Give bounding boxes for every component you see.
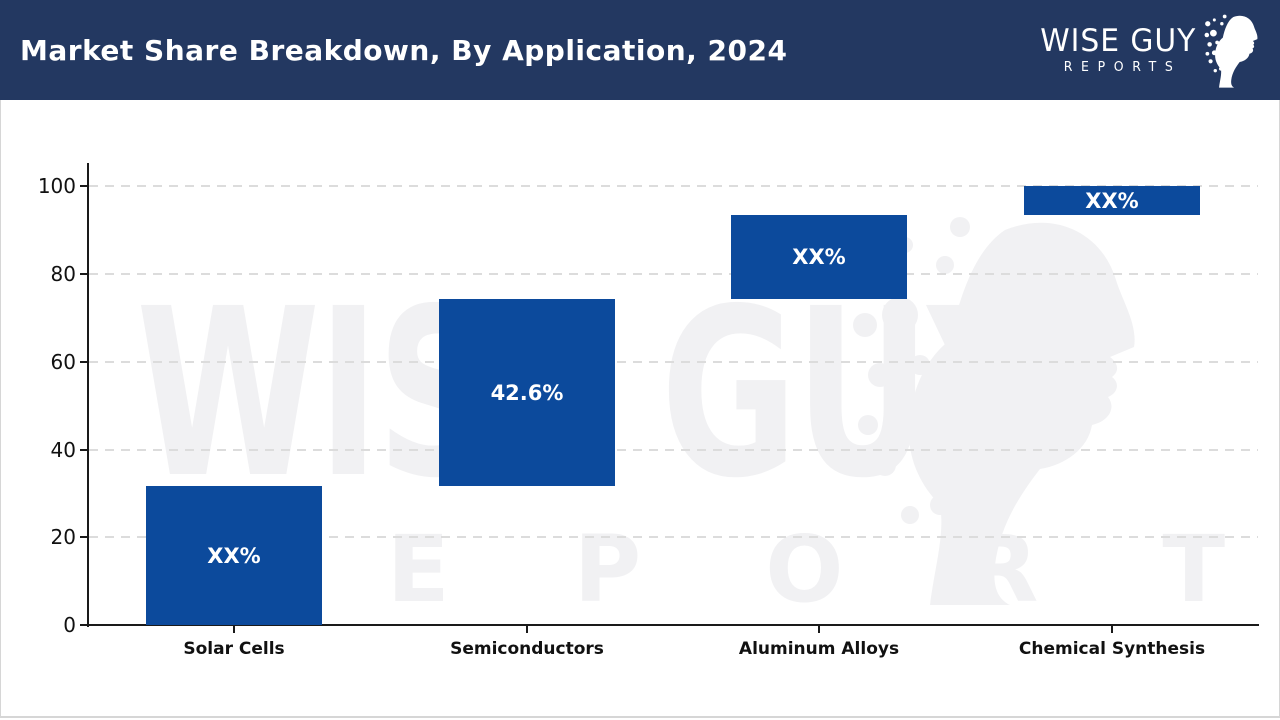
bar: XX% <box>731 215 907 299</box>
bar-value-label: XX% <box>792 245 846 269</box>
bar: 42.6% <box>439 299 615 486</box>
bar-value-label: XX% <box>207 543 261 568</box>
y-axis-tick <box>80 624 88 626</box>
header: Market Share Breakdown, By Application, … <box>0 0 1280 100</box>
gridline <box>89 449 1258 451</box>
y-axis-tick <box>80 273 88 275</box>
y-axis-tick-label: 60 <box>50 350 76 374</box>
x-category-label: Aluminum Alloys <box>738 639 900 659</box>
gridline <box>89 536 1258 538</box>
y-axis-line <box>87 163 89 627</box>
brand-logo: WISE GUY REPORTS <box>1037 0 1266 100</box>
x-category-label: Chemical Synthesis <box>1018 639 1206 659</box>
bar: XX% <box>146 486 322 625</box>
gridline <box>89 185 1258 187</box>
x-axis-tick <box>526 626 528 633</box>
page-title: Market Share Breakdown, By Application, … <box>20 33 788 67</box>
y-axis-tick-label: 40 <box>50 438 76 462</box>
logo-wordmark-line1: WISE GUY <box>1040 23 1197 59</box>
y-axis-tick <box>80 185 88 187</box>
bar-value-label: 42.6% <box>490 380 564 405</box>
x-category-label: Solar Cells <box>183 639 285 659</box>
bar: XX% <box>1024 186 1200 215</box>
y-axis-tick <box>80 536 88 538</box>
y-axis-tick <box>80 361 88 363</box>
gridline <box>89 273 1258 275</box>
logo-face-icon <box>1204 14 1258 88</box>
x-axis-tick <box>233 626 235 633</box>
y-axis-tick-label: 20 <box>50 525 76 549</box>
x-category-label: Semiconductors <box>450 639 604 659</box>
y-axis-tick-label: 100 <box>37 174 76 198</box>
gridline <box>89 361 1258 363</box>
x-axis-tick <box>818 626 820 633</box>
y-axis-tick <box>80 449 88 451</box>
y-axis-tick-label: 0 <box>63 613 76 637</box>
logo-wordmark-line2: REPORTS <box>1064 60 1182 75</box>
x-axis-line <box>87 624 1259 626</box>
logo-wordmark: WISE GUY REPORTS <box>1040 23 1197 75</box>
bar-value-label: XX% <box>1085 188 1139 213</box>
y-axis-tick-label: 80 <box>50 262 76 286</box>
x-axis-tick <box>1111 626 1113 633</box>
